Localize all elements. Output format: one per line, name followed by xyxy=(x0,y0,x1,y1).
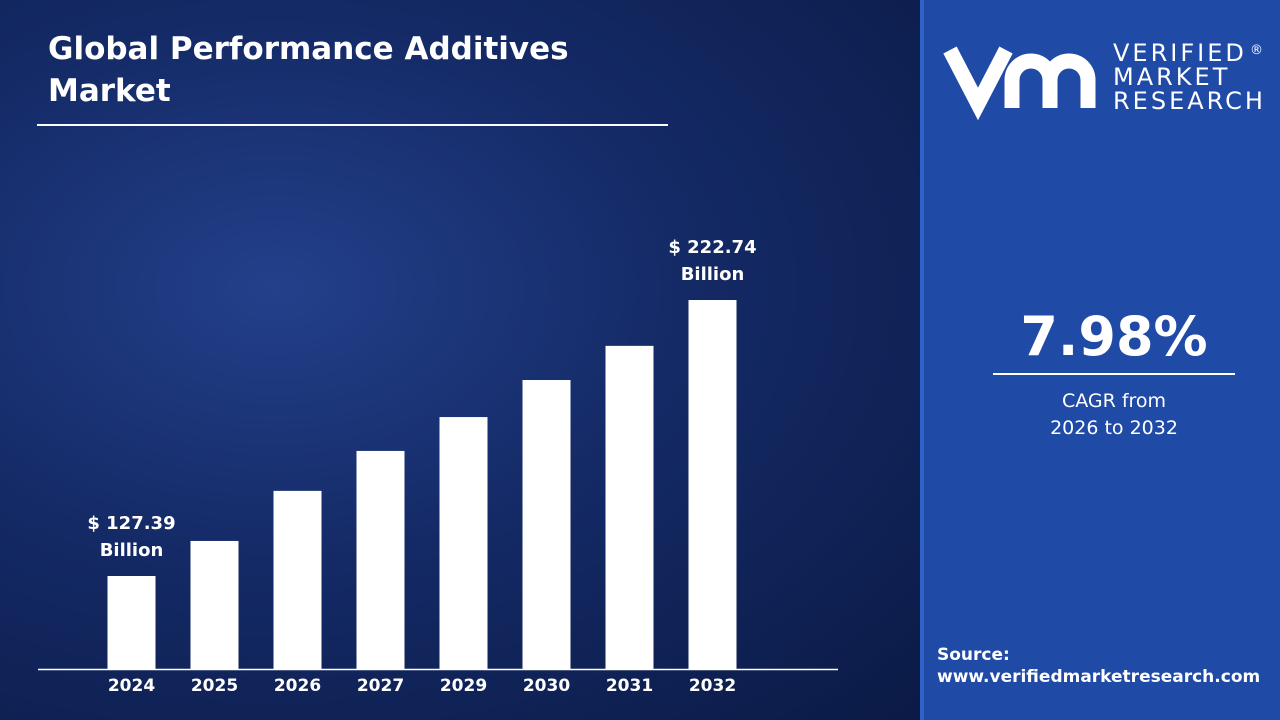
value-label: $ 222.74 Billion xyxy=(668,237,757,285)
logo-text: MARKET xyxy=(1113,63,1230,91)
value-label: $ 127.39 Billion xyxy=(87,513,176,561)
x-tick-label: 2027 xyxy=(356,676,405,696)
logo-text: RESEARCH xyxy=(1113,87,1266,115)
logo-v xyxy=(943,46,1013,121)
info-panel xyxy=(920,0,1280,720)
logo-mark xyxy=(943,46,1096,121)
bar xyxy=(439,417,488,669)
bar xyxy=(190,540,239,669)
source-url: www.verifiedmarketresearch.com xyxy=(937,667,1261,687)
x-tick-label: 2024 xyxy=(107,676,156,696)
logo-registered: ® xyxy=(1250,43,1263,58)
cagr-value: 7.98% xyxy=(1020,305,1208,368)
x-tick-label: 2026 xyxy=(273,676,322,696)
cagr-label: CAGR from 2026 to 2032 xyxy=(1050,390,1178,439)
bar xyxy=(107,576,156,669)
bar xyxy=(688,300,737,669)
x-tick-label: 2032 xyxy=(688,676,737,696)
bar xyxy=(273,490,322,669)
title: Global Performance Additives Market xyxy=(48,31,569,109)
logo-text: VERIFIED xyxy=(1113,39,1247,67)
x-tick-label: 2030 xyxy=(522,676,571,696)
bar xyxy=(522,380,571,669)
bar xyxy=(605,345,654,669)
source-label: Source: xyxy=(937,645,1010,665)
x-tick-label: 2025 xyxy=(190,676,239,696)
logo-m xyxy=(1004,53,1096,108)
x-tick-label: 2029 xyxy=(439,676,488,696)
bar xyxy=(356,450,405,669)
x-tick-label: 2031 xyxy=(605,676,654,696)
